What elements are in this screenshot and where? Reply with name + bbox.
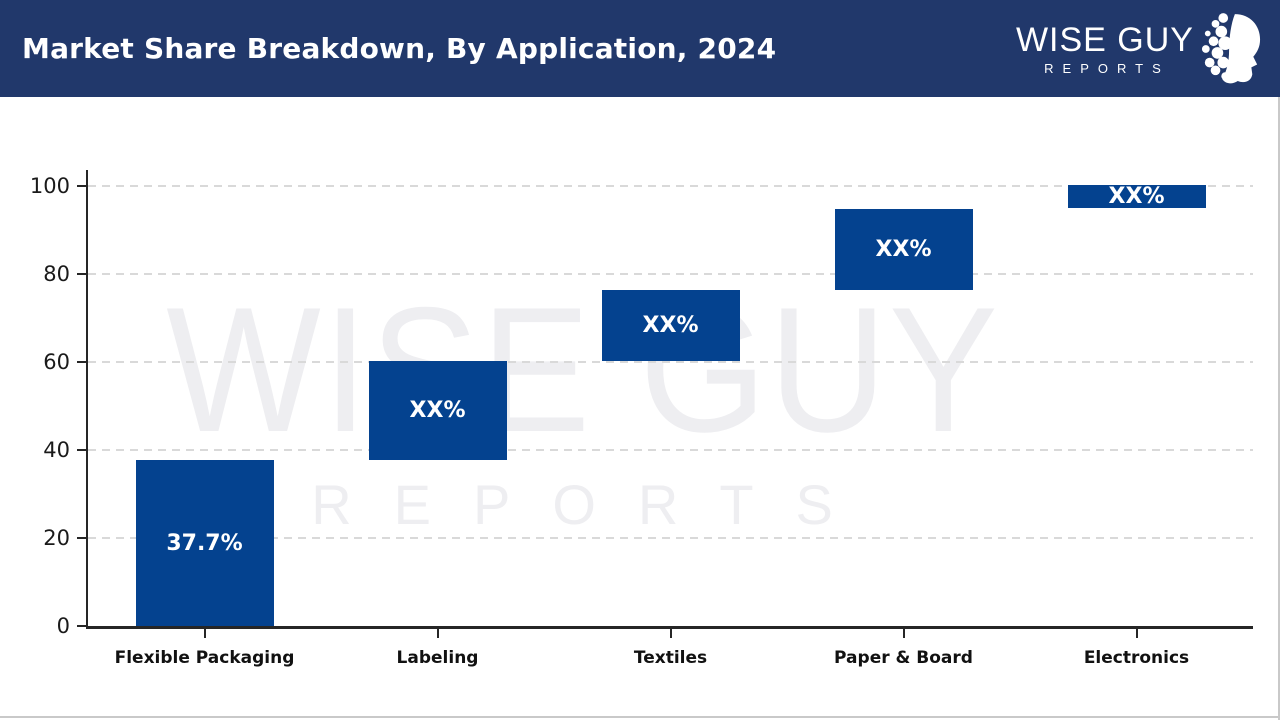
header-bar: Market Share Breakdown, By Application, … [0, 0, 1280, 97]
y-tick-mark [77, 184, 86, 187]
bar-label: XX% [409, 397, 466, 423]
y-tick-label: 40 [43, 437, 70, 462]
bar: XX% [601, 289, 740, 361]
bottom-border-line [0, 716, 1278, 718]
plot: 0 20 40 60 80 100 37.7% Flexible Packaging XX% La… [30, 170, 1253, 668]
y-tick-mark [77, 448, 86, 451]
y-tick-mark [77, 272, 86, 275]
y-axis-line [86, 170, 88, 629]
gridline [88, 272, 1253, 275]
x-tick-label: Electronics [1083, 648, 1190, 668]
gridline [88, 184, 1253, 187]
y-tick-label: 60 [43, 349, 70, 374]
gridline [88, 448, 1253, 451]
x-tick-mark [203, 629, 206, 638]
logo-text: WISE GUY REPORTS [1016, 23, 1194, 75]
x-tick-label: Labeling [396, 648, 479, 668]
chart-area: WISE GUY REPORTS 0 20 40 60 80 100 37.7% Flexib… [0, 97, 1280, 720]
bar: XX% [834, 208, 973, 290]
x-tick-label: Paper & Board [834, 648, 973, 668]
x-axis-line [86, 626, 1253, 629]
y-tick-label: 20 [43, 525, 70, 550]
x-tick-mark [669, 629, 672, 638]
y-tick-mark [77, 536, 86, 539]
x-tick-mark [902, 629, 905, 638]
logo-subtitle: REPORTS [1044, 60, 1170, 76]
y-tick-mark [77, 360, 86, 363]
x-tick-mark [436, 629, 439, 638]
bar: XX% [368, 360, 507, 461]
logo-wordmark: WISE GUY [1015, 20, 1194, 59]
page-title: Market Share Breakdown, By Application, … [22, 32, 777, 65]
gridline [88, 360, 1253, 363]
logo-head-icon [1201, 12, 1261, 83]
y-tick-label: 80 [43, 261, 70, 286]
y-tick-mark [77, 625, 86, 627]
x-tick-label: Textiles [633, 648, 708, 668]
bar-label: XX% [1108, 183, 1165, 209]
y-tick-label: 0 [56, 614, 70, 638]
bar-label: 37.7% [166, 530, 243, 556]
bar: XX% [1067, 183, 1206, 209]
wiseguy-logo: WISE GUY REPORTS [1016, 11, 1262, 87]
gridline [88, 536, 1253, 539]
bar: 37.7% [135, 460, 274, 626]
bar-label: XX% [642, 312, 699, 338]
x-tick-label: Flexible Packaging [114, 648, 295, 668]
bar-label: XX% [875, 236, 932, 262]
y-tick-label: 100 [29, 173, 70, 198]
x-tick-mark [1135, 629, 1138, 638]
